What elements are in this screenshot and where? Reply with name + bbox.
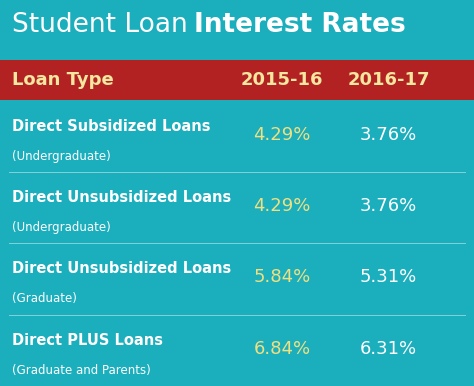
Text: (Graduate and Parents): (Graduate and Parents) [12,364,151,377]
Text: (Undergraduate): (Undergraduate) [12,149,110,163]
Text: 6.84%: 6.84% [254,340,310,358]
Bar [0,60,474,100]
Text: Direct Unsubsidized Loans: Direct Unsubsidized Loans [12,261,231,276]
Text: 5.31%: 5.31% [360,268,417,286]
Text: (Undergraduate): (Undergraduate) [12,221,110,234]
Text: 3.76%: 3.76% [360,125,417,144]
Text: Direct Unsubsidized Loans: Direct Unsubsidized Loans [12,190,231,205]
Text: 2016-17: 2016-17 [347,71,430,89]
Text: Direct PLUS Loans: Direct PLUS Loans [12,333,163,348]
Text: 5.84%: 5.84% [254,268,310,286]
Text: 6.31%: 6.31% [360,340,417,358]
Text: 2015-16: 2015-16 [241,71,323,89]
Text: Loan Type: Loan Type [12,71,114,89]
Text: Interest Rates: Interest Rates [194,12,406,38]
Text: 4.29%: 4.29% [253,125,311,144]
Text: Student Loan: Student Loan [12,12,196,38]
Text: 4.29%: 4.29% [253,197,311,215]
Text: Direct Subsidized Loans: Direct Subsidized Loans [12,119,210,134]
Text: 3.76%: 3.76% [360,197,417,215]
Text: (Graduate): (Graduate) [12,292,77,305]
